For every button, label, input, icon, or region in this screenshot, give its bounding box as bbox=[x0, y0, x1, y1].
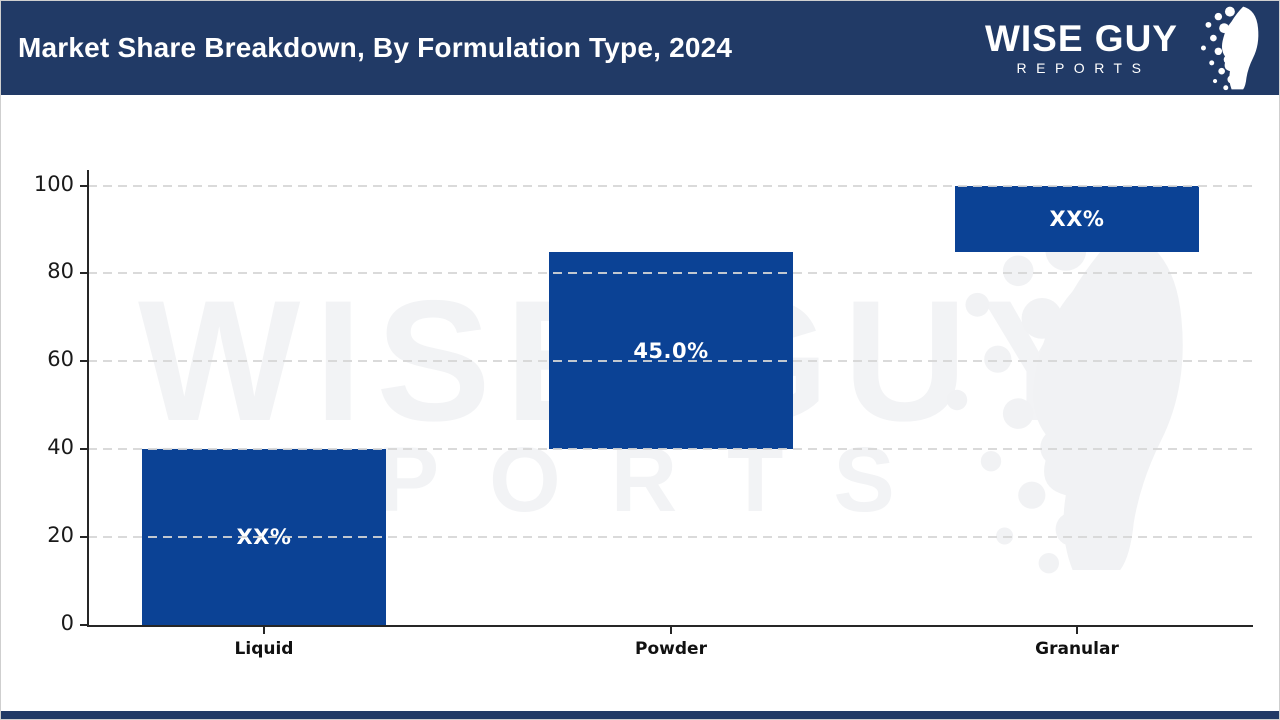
y-tick-label: 0 bbox=[60, 611, 74, 635]
y-tick-label: 60 bbox=[47, 347, 74, 371]
y-tick-mark bbox=[80, 272, 87, 274]
logo-subtitle: REPORTS bbox=[1016, 59, 1151, 76]
header-band: Market Share Breakdown, By Formulation T… bbox=[0, 0, 1280, 95]
gridline-40 bbox=[88, 448, 1256, 450]
wise-guy-reports-logo: WISE GUY REPORTS bbox=[985, 5, 1262, 91]
y-tick-label: 40 bbox=[47, 435, 74, 459]
y-tick-label: 80 bbox=[47, 259, 74, 283]
x-category-label-granular: Granular bbox=[1035, 639, 1119, 659]
x-tick-mark bbox=[263, 627, 265, 634]
gridline-80 bbox=[88, 272, 1256, 274]
y-tick-mark bbox=[80, 360, 87, 362]
dotted-head-icon bbox=[1200, 6, 1259, 90]
y-tick-mark bbox=[80, 185, 87, 187]
x-category-label-liquid: Liquid bbox=[234, 639, 294, 659]
chart-title: Market Share Breakdown, By Formulation T… bbox=[18, 31, 733, 63]
bar-value-label: 45.0% bbox=[633, 338, 709, 363]
watermark-head-icon bbox=[946, 230, 1183, 574]
y-tick-mark bbox=[80, 536, 87, 538]
y-tick-mark bbox=[80, 448, 87, 450]
gridline-20 bbox=[88, 536, 1256, 538]
y-axis-line bbox=[87, 170, 89, 626]
y-tick-label: 100 bbox=[33, 172, 74, 196]
bar-granular: XX% bbox=[955, 186, 1199, 252]
x-category-label-powder: Powder bbox=[635, 639, 707, 659]
gridline-100 bbox=[88, 185, 1256, 187]
footer-band bbox=[0, 711, 1280, 720]
x-tick-mark bbox=[1076, 627, 1078, 634]
x-tick-mark bbox=[670, 627, 672, 634]
x-axis-line bbox=[87, 625, 1253, 627]
bar-powder: 45.0% bbox=[549, 252, 793, 449]
logo-wordmark: WISE GUY bbox=[984, 17, 1178, 59]
bar-value-label: XX% bbox=[1049, 207, 1105, 231]
logo-text: WISE GUY REPORTS bbox=[985, 20, 1178, 76]
gridline-60 bbox=[88, 360, 1256, 362]
y-tick-mark bbox=[80, 624, 87, 626]
y-tick-label: 20 bbox=[47, 523, 74, 547]
